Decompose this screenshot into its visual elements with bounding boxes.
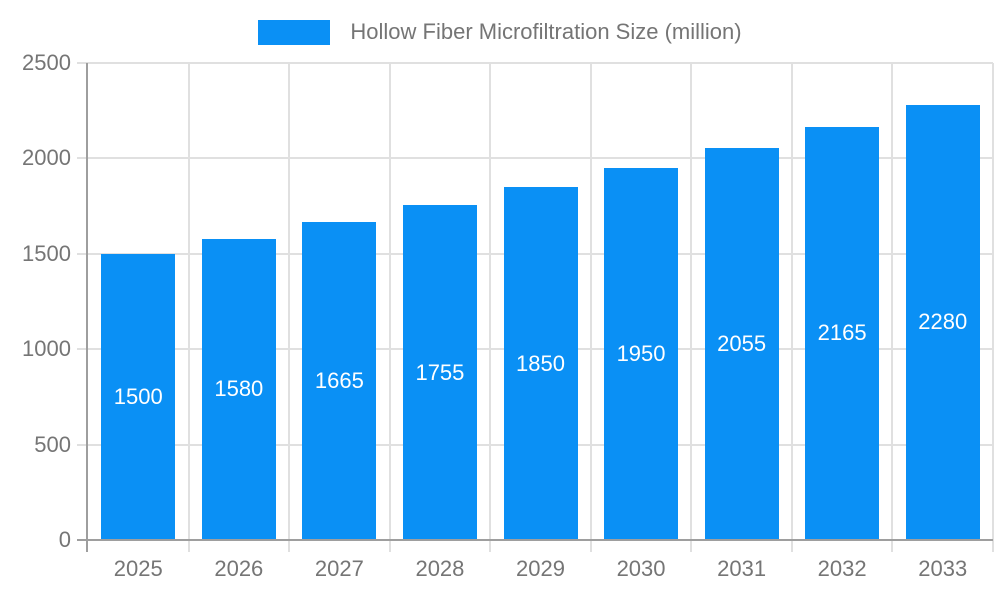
legend-swatch [258,19,331,45]
x-axis-tick-label: 2030 [616,556,666,581]
gridline [88,62,993,64]
y-axis-tick [77,157,88,160]
bar-value-label: 2055 [717,330,767,356]
y-axis-tick [77,443,88,446]
bar-2029[interactable]: 1850 [503,187,578,540]
bar-2032[interactable]: 2165 [805,126,880,540]
bar-2030[interactable]: 1950 [604,167,679,540]
category-boundary-line [489,63,492,552]
gridline [88,157,993,160]
y-axis-line [86,63,88,552]
x-axis-tick-label: 2028 [415,556,465,581]
legend-label: Hollow Fiber Microfiltration Size (milli… [350,19,742,44]
bar-2033[interactable]: 2280 [905,104,980,540]
y-axis-tick [77,348,88,351]
chart-legend[interactable]: Hollow Fiber Microfiltration Size (milli… [0,19,1000,45]
x-axis-tick-label: 2027 [314,556,364,581]
bar-value-label: 1500 [113,383,163,409]
x-axis-tick-label: 2029 [516,556,565,581]
x-axis-line [77,539,993,541]
y-axis-tick [77,252,88,255]
bar-2025[interactable]: 1500 [101,253,176,540]
x-axis-tick-label: 2032 [817,556,867,581]
bar-2031[interactable]: 2055 [704,147,779,540]
y-axis-tick-label: 500 [34,431,71,457]
x-axis-tick-label: 2033 [918,556,968,581]
bar-value-label: 1850 [516,350,565,376]
bar-value-label: 2165 [817,320,867,346]
y-axis-tick [77,62,88,64]
y-axis-tick-label: 1500 [22,240,71,266]
bar-2026[interactable]: 1580 [201,238,276,540]
bar-value-label: 2280 [918,309,968,335]
bar-value-label: 1665 [314,368,364,394]
category-boundary-line [690,63,693,552]
category-boundary-line [388,63,391,552]
x-axis-tick-label: 2031 [717,556,767,581]
category-boundary-line [187,63,190,552]
category-boundary-line [992,63,994,552]
x-axis-tick-label: 2026 [214,556,264,581]
y-axis-tick-label: 2500 [22,50,71,75]
x-axis-tick-label: 2025 [113,556,163,581]
category-boundary-line [288,63,291,552]
y-axis-tick-label: 2000 [22,145,71,171]
bar-value-label: 1580 [214,376,264,402]
category-boundary-line [589,63,592,552]
y-axis-tick-label: 1000 [22,336,71,362]
y-axis-tick-label: 0 [58,527,71,552]
bar-value-label: 1950 [616,340,666,366]
category-boundary-line [790,63,793,552]
category-boundary-line [891,63,894,552]
bar-value-label: 1755 [415,359,465,385]
bar-2027[interactable]: 1665 [302,222,377,540]
bar-2028[interactable]: 1755 [402,205,477,540]
